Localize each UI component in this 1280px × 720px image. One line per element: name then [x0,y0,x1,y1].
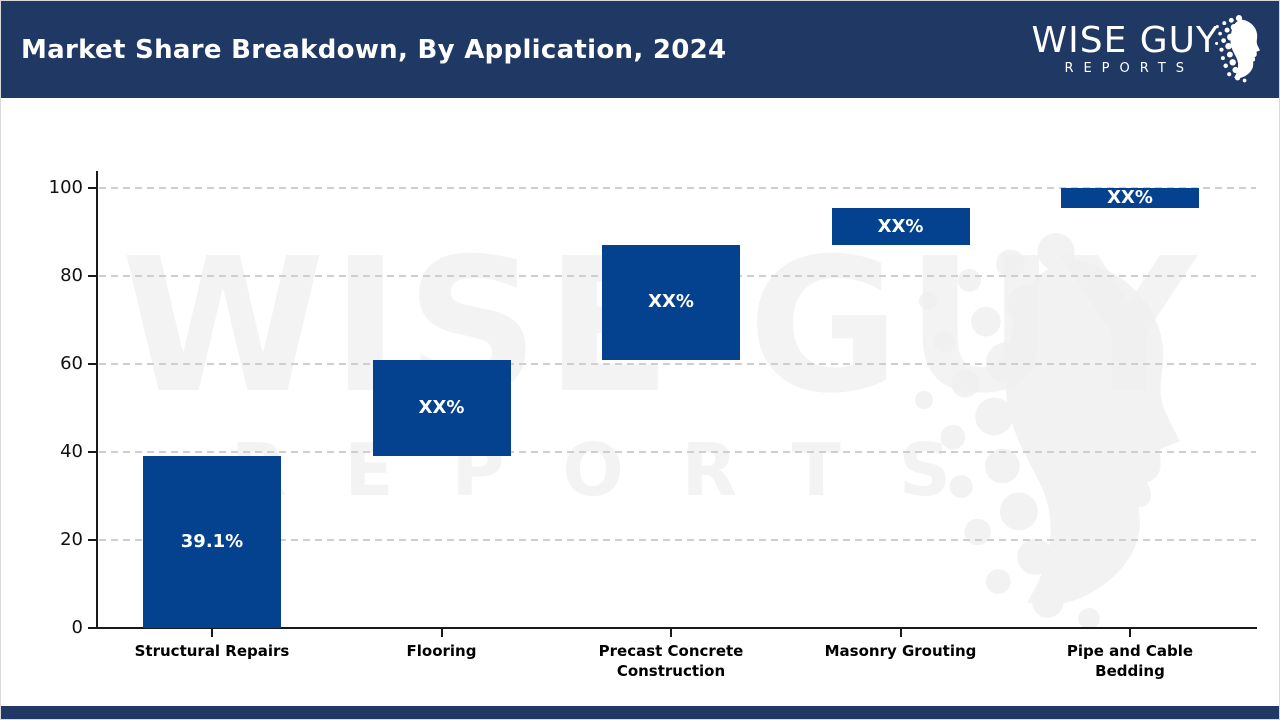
header-bar: Market Share Breakdown, By Application, … [1,1,1279,98]
wise-guy-reports-logo: WISE GUY REPORTS [1032,9,1268,89]
bar-segment [831,207,970,246]
y-axis-tick [88,363,96,365]
x-category-label: Structural Repairs [134,642,290,660]
gridline [99,363,1256,365]
bar-value-label: XX% [418,396,465,418]
y-axis-tick-label: 80 [60,265,83,286]
y-axis-tick-label: 100 [48,177,83,198]
bar-segment [143,455,281,628]
y-axis-line [96,171,98,629]
footer-bar [1,706,1279,719]
page-title: Market Share Breakdown, By Application, … [21,34,727,65]
x-axis-tick [899,629,902,637]
bar-segment [1061,188,1199,208]
y-axis-tick [88,451,96,453]
bar-segment [602,245,740,360]
x-axis-line [96,627,1257,629]
x-category-label: Flooring [406,642,477,660]
x-axis-tick [1129,629,1131,637]
x-category-label: Precast Concrete Construction [598,642,744,681]
gridline [99,187,1256,189]
x-category-label: Masonry Grouting [824,642,977,660]
bar-value-label: XX% [877,215,924,237]
y-axis-tick [88,275,96,277]
y-axis-tick-label: 20 [60,529,83,550]
y-axis-tick-label: 40 [60,441,83,462]
x-axis-tick [670,629,672,637]
bar-segment [372,359,511,456]
bar-value-label: XX% [1107,186,1153,208]
y-axis-tick [88,187,96,189]
gridline [99,539,1256,541]
logo-text: WISE GUY REPORTS [1032,22,1220,76]
gridline [99,451,1256,453]
y-axis-tick [88,627,96,629]
bar-value-label: 39.1% [180,530,244,552]
x-category-label: Pipe and Cable Bedding [1066,642,1194,681]
y-axis-tick [88,539,96,541]
x-axis-tick [440,629,443,637]
logo-wordmark-line1: WISE GUY [1031,20,1219,62]
logo-wordmark-line2: REPORTS [1064,60,1195,76]
y-axis-tick-label: 60 [60,353,83,374]
y-axis-tick-label: 0 [71,617,83,638]
x-axis-tick [211,629,213,637]
bar-value-label: XX% [648,291,694,313]
